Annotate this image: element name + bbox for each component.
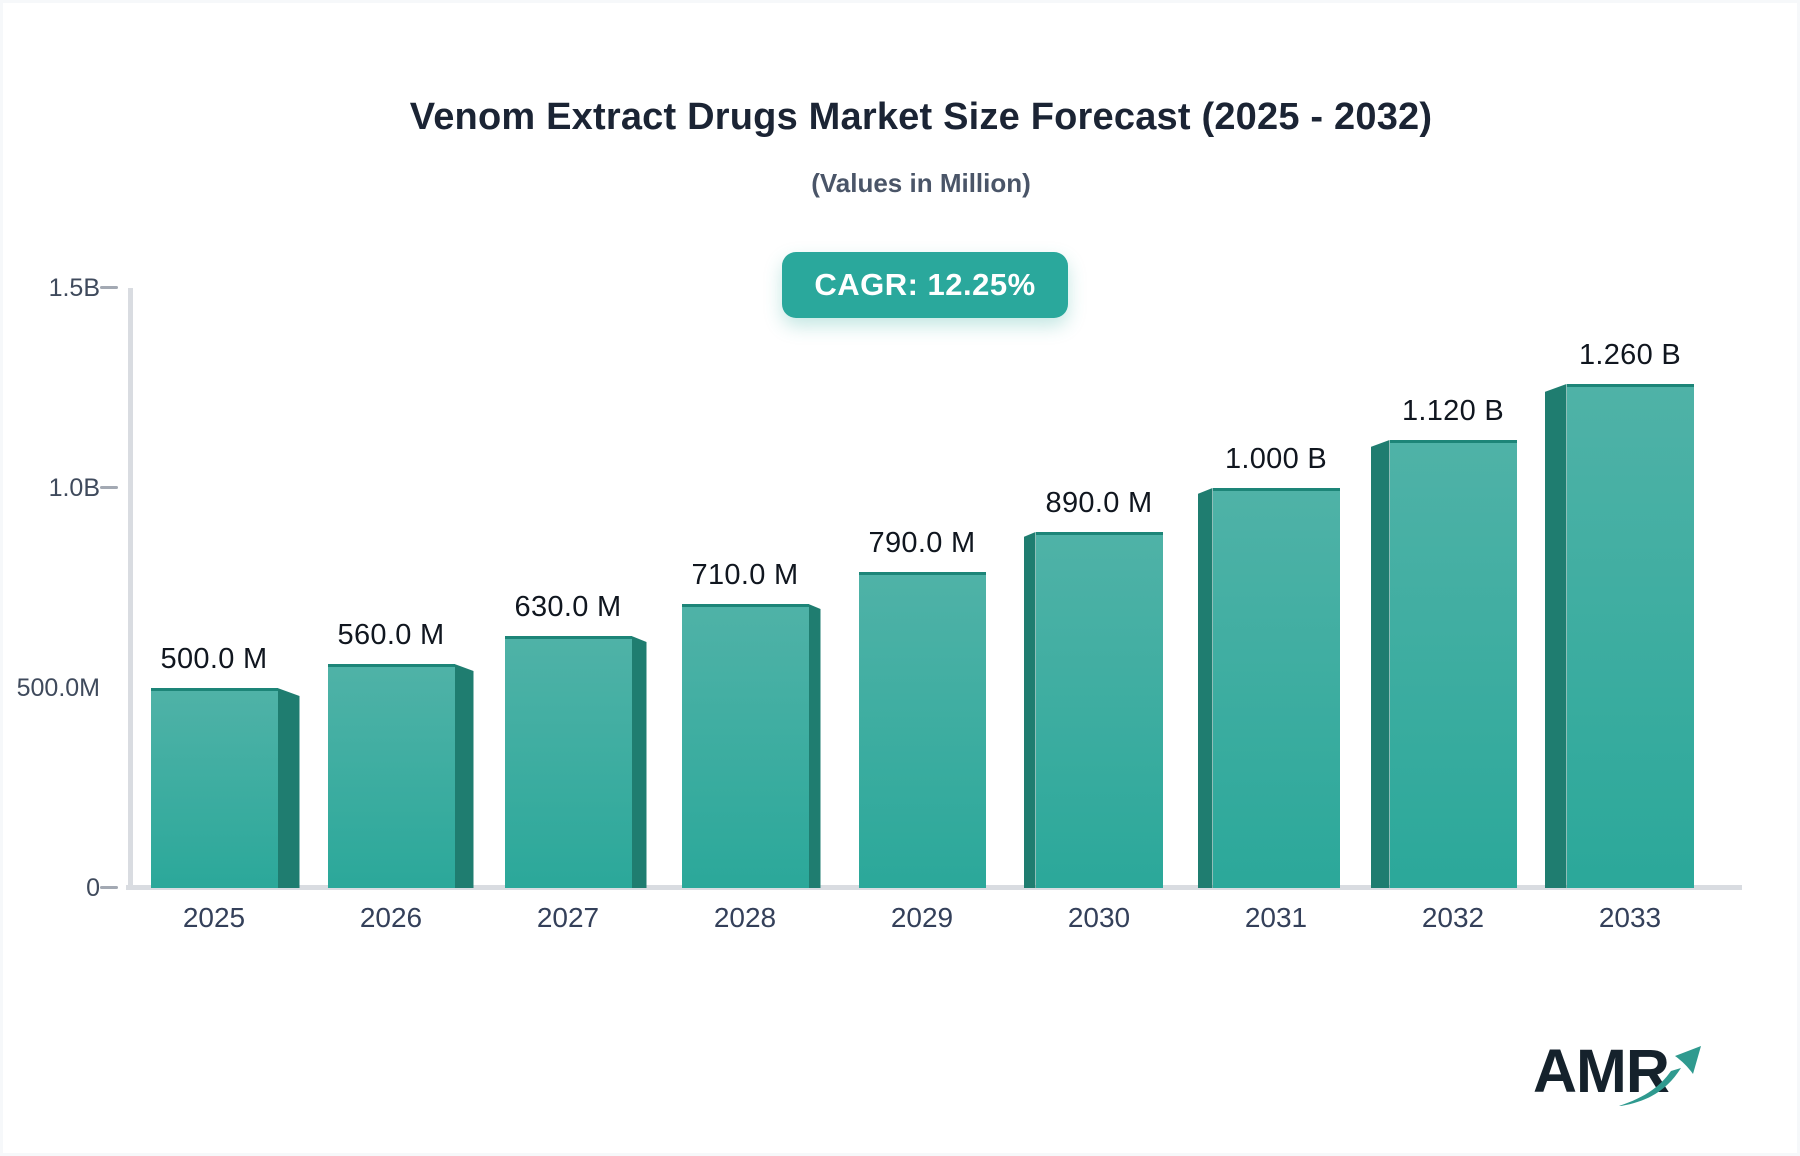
bar-side-face-2027	[631, 636, 647, 888]
chart-title: Venom Extract Drugs Market Size Forecast…	[409, 96, 1433, 138]
y-axis-line	[128, 288, 133, 888]
bar-front-face-2030	[1035, 532, 1163, 888]
bar-value-label-2025: 500.0 M	[160, 643, 268, 675]
bar-side-face-2030	[1023, 532, 1036, 888]
bar-value-label-2033: 1.260 B	[1578, 339, 1682, 371]
bar-front-face-2032	[1389, 440, 1517, 888]
bar-2028[interactable]	[681, 604, 821, 888]
chart-subtitle: (Values in Million)	[811, 168, 1031, 198]
y-tick-label-1.0B: 1.0B	[48, 474, 100, 502]
cagr-badge-label: CAGR: 12.25%	[814, 267, 1036, 302]
bar-front-face-2033	[1566, 384, 1694, 888]
x-category-label-2025: 2025	[182, 902, 246, 933]
bar-2033[interactable]	[1544, 384, 1694, 888]
bar-2029[interactable]	[858, 572, 986, 888]
x-category-label-2032: 2032	[1421, 902, 1485, 933]
x-category-label-2027: 2027	[536, 902, 600, 933]
y-tick-dash-0	[100, 886, 118, 889]
bar-value-label-2027: 630.0 M	[514, 591, 622, 623]
bar-value-label-2029: 790.0 M	[868, 527, 976, 559]
cagr-badge: CAGR: 12.25%	[782, 252, 1068, 318]
bar-2030[interactable]	[1023, 532, 1163, 888]
bar-side-face-2032	[1370, 440, 1390, 888]
bar-side-face-2028	[808, 604, 821, 888]
bar-front-face-2029	[858, 572, 986, 888]
bar-side-face-2025	[277, 688, 300, 888]
x-category-label-2030: 2030	[1067, 902, 1131, 933]
x-category-label-2029: 2029	[890, 902, 954, 933]
y-tick-label-0: 0	[86, 874, 100, 902]
amr-logo: AMR	[1533, 1036, 1713, 1116]
bar-side-face-2031	[1197, 488, 1213, 888]
bar-2026[interactable]	[327, 664, 474, 888]
bar-front-face-2026	[327, 664, 455, 888]
bar-value-label-2031: 1.000 B	[1224, 443, 1328, 475]
x-category-label-2026: 2026	[359, 902, 423, 933]
bar-front-face-2031	[1212, 488, 1340, 888]
y-tick-label-1.5B: 1.5B	[48, 274, 100, 302]
y-tick-label-500.0M: 500.0M	[16, 674, 100, 702]
growth-arrow-icon	[1619, 1046, 1701, 1106]
bar-value-label-2032: 1.120 B	[1401, 395, 1505, 427]
bar-side-face-2033	[1544, 384, 1567, 888]
bar-2025[interactable]	[150, 688, 300, 888]
bar-value-label-2028: 710.0 M	[691, 559, 799, 591]
bar-front-face-2028	[681, 604, 809, 888]
x-category-label-2033: 2033	[1598, 902, 1662, 933]
x-category-label-2028: 2028	[713, 902, 777, 933]
bar-side-face-2026	[454, 664, 474, 888]
bar-2032[interactable]	[1370, 440, 1517, 888]
bar-front-face-2027	[504, 636, 632, 888]
bar-2031[interactable]	[1197, 488, 1340, 888]
x-category-label-2031: 2031	[1244, 902, 1308, 933]
bar-value-label-2030: 890.0 M	[1045, 487, 1153, 519]
y-tick-dash-1.5B	[100, 286, 118, 289]
bar-value-label-2026: 560.0 M	[337, 619, 445, 651]
bar-front-face-2025	[150, 688, 278, 888]
bar-2027[interactable]	[504, 636, 647, 888]
y-tick-dash-1.0B	[100, 486, 118, 489]
